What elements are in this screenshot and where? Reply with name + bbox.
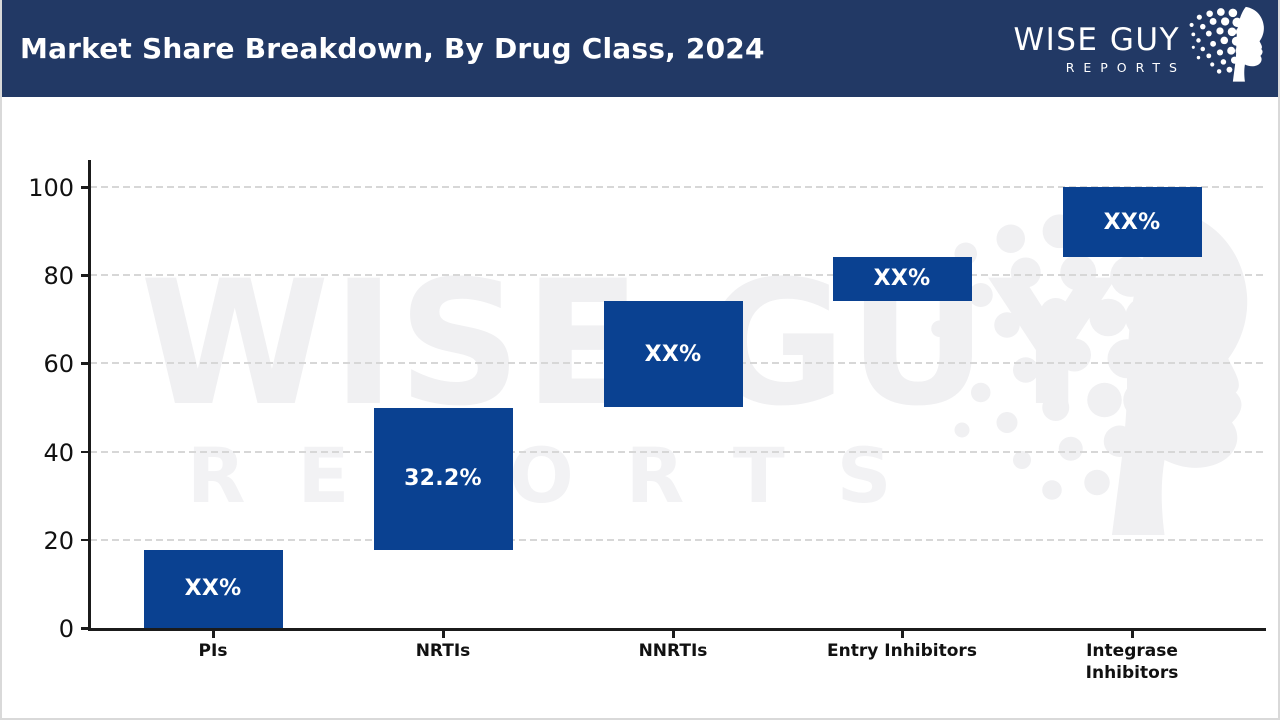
x-tick-mark <box>212 631 215 638</box>
header-bar: Market Share Breakdown, By Drug Class, 2… <box>2 0 1278 97</box>
gridline-y80 <box>90 274 1266 277</box>
y-axis-line <box>88 160 91 631</box>
x-tick-mark <box>901 631 904 638</box>
y-tick-label: 100 <box>28 174 74 202</box>
y-tick-mark <box>81 362 90 365</box>
bar-pis: XX% <box>143 549 283 628</box>
logo-wordmark: WISE GUY <box>1013 22 1180 58</box>
bar-value-label: XX% <box>644 341 702 367</box>
x-category-label: NRTIs <box>415 641 471 661</box>
logo-text: WISE GUY REPORTS <box>1013 24 1180 75</box>
y-tick-mark <box>81 627 90 630</box>
gridline-y40 <box>90 450 1266 453</box>
y-tick-label: 0 <box>58 615 74 643</box>
y-tick-mark <box>81 450 90 454</box>
x-category-label: Entry Inhibitors <box>827 641 977 661</box>
x-category-label: NNRTIs <box>638 641 708 661</box>
x-category-label: PIs <box>198 641 228 661</box>
y-tick-label: 20 <box>43 526 74 555</box>
x-tick-mark <box>1131 631 1134 638</box>
logo-head-icon <box>1189 6 1264 82</box>
bar-value-label: XX% <box>184 576 242 602</box>
x-tick-mark <box>442 631 445 638</box>
x-category-label: Integrase Inhibitors <box>1085 641 1179 684</box>
x-axis-line <box>88 628 1266 631</box>
logo-subtext: REPORTS <box>1065 59 1186 75</box>
y-tick-mark <box>81 538 90 542</box>
bar-value-label: 32.2% <box>404 466 482 491</box>
chart-title: Market Share Breakdown, By Drug Class, 2… <box>20 32 765 65</box>
gridline-y100 <box>90 186 1266 188</box>
wiseguy-logo: WISE GUY REPORTS <box>1013 4 1272 93</box>
y-tick-mark <box>81 186 90 189</box>
x-tick-mark <box>672 631 675 638</box>
bar-entry-inhibitors: XX% <box>832 257 972 301</box>
y-tick-label: 40 <box>43 438 74 467</box>
bar-value-label: XX% <box>873 266 931 292</box>
gridline-y20 <box>90 538 1266 541</box>
y-tick-mark <box>81 274 90 277</box>
bar-nnrtis: XX% <box>603 300 743 408</box>
y-tick-label: 60 <box>43 350 74 379</box>
y-tick-label: 80 <box>43 262 74 291</box>
bar-integrase-inhibitors: XX% <box>1062 187 1202 258</box>
bar-value-label: XX% <box>1103 209 1161 235</box>
bar-nrtis: 32.2% <box>373 407 513 550</box>
watermark-subtext: REPORTS <box>187 431 944 520</box>
